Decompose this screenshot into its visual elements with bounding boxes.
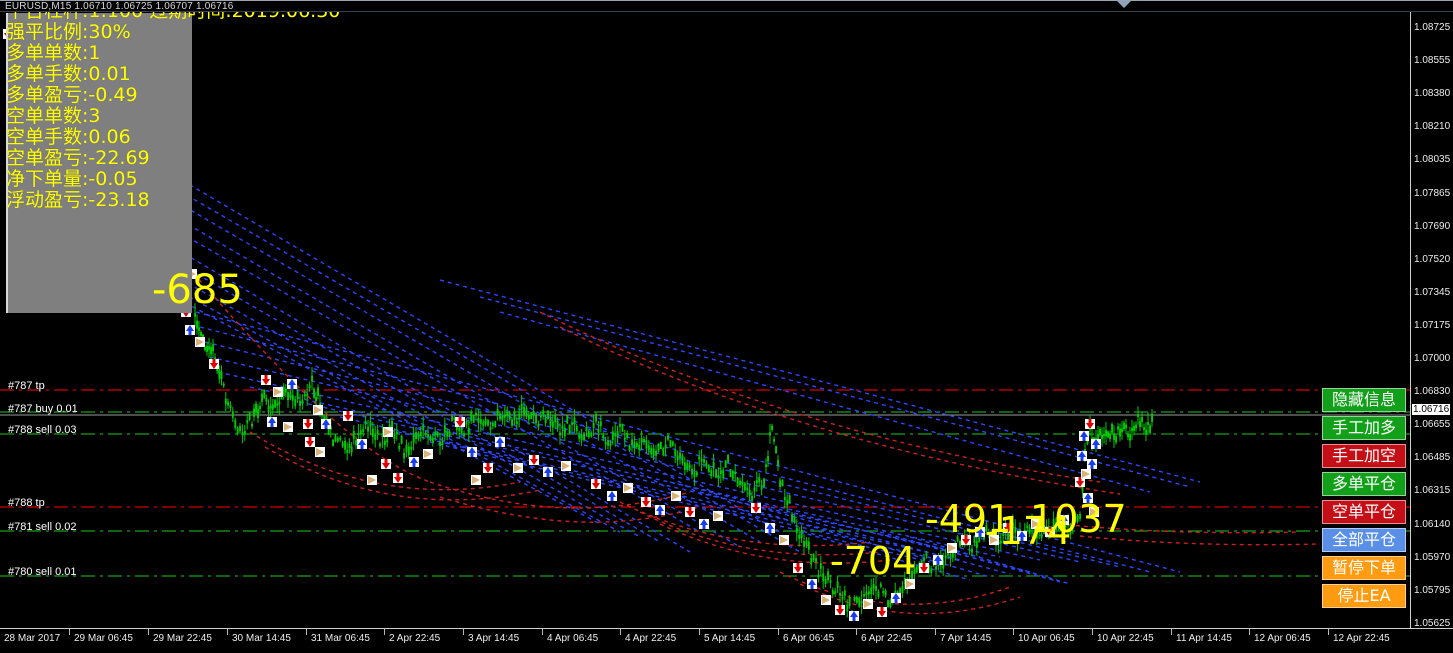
time-tick-separator <box>778 629 779 635</box>
time-tick: 3 Apr 14:45 <box>468 633 520 644</box>
time-tick: 4 Apr 06:45 <box>547 633 599 644</box>
time-tick-separator <box>699 629 700 635</box>
time-tick-separator <box>1092 629 1093 635</box>
hide-info-button[interactable]: 隐藏信息 <box>1322 388 1406 412</box>
price-tick: 1.06655 <box>1414 419 1451 431</box>
time-tick: 12 Apr 22:45 <box>1333 633 1390 644</box>
time-tick: 28 Mar 2017 <box>4 633 61 644</box>
time-tick-separator <box>935 629 936 635</box>
ea-button-panel: 隐藏信息手工加多手工加空多单平仓空单平仓全部平仓暂停下单停止EA <box>1322 388 1408 612</box>
time-tick: 10 Apr 06:45 <box>1018 633 1075 644</box>
symbol-quote-label: EURUSD,M15 1.06710 1.06725 1.06707 1.067… <box>5 1 234 12</box>
ea-info-panel <box>6 13 192 313</box>
pl-annotation: -685 <box>152 267 243 313</box>
time-axis[interactable]: 28 Mar 2017 29 Mar 06:45 29 Mar 22:45 30 Ma… <box>0 628 1453 653</box>
price-tick: 1.05795 <box>1414 584 1451 596</box>
order-level-lines <box>0 389 1410 577</box>
order-level-label[interactable]: #787 buy 0.01 <box>8 403 78 415</box>
time-tick-separator <box>463 629 464 635</box>
order-level-label[interactable]: #788 sell 0.03 <box>8 424 77 436</box>
time-tick-separator <box>1249 629 1250 635</box>
price-tick: 1.07865 <box>1414 187 1451 199</box>
time-tick: 31 Mar 06:45 <box>311 633 370 644</box>
scroll-position-marker-icon[interactable] <box>1117 1 1131 8</box>
close-all-button[interactable]: 全部平仓 <box>1322 528 1406 552</box>
pl-annotation: -491 <box>925 497 1012 541</box>
time-tick-separator <box>542 629 543 635</box>
price-tick: 1.06830 <box>1414 386 1451 398</box>
time-tick-separator <box>1328 629 1329 635</box>
pause-orders-button[interactable]: 暂停下单 <box>1322 556 1406 580</box>
price-tick: 1.08210 <box>1414 121 1451 133</box>
order-level-label[interactable]: #781 sell 0.02 <box>8 521 77 533</box>
price-tick: 1.07520 <box>1414 253 1451 265</box>
manual-sell-button[interactable]: 手工加空 <box>1322 444 1406 468</box>
time-tick-separator <box>148 629 149 635</box>
time-tick: 29 Mar 22:45 <box>153 633 212 644</box>
price-tick: 1.06140 <box>1414 518 1451 530</box>
time-tick: 10 Apr 22:45 <box>1097 633 1154 644</box>
time-tick-separator <box>227 629 228 635</box>
time-tick: 30 Mar 14:45 <box>232 633 291 644</box>
pl-annotation: -704 <box>830 539 917 583</box>
time-tick: 12 Apr 06:45 <box>1254 633 1311 644</box>
price-axis[interactable]: 1.08725 1.08555 1.08380 1.08210 1.08035 1.078… <box>1410 12 1453 628</box>
order-level-label[interactable]: #787 tp <box>8 380 45 392</box>
time-tick: 29 Mar 06:45 <box>74 633 133 644</box>
time-tick-separator <box>1171 629 1172 635</box>
chart-plot-area[interactable] <box>0 12 1410 628</box>
time-tick: 11 Apr 14:45 <box>1176 633 1232 644</box>
price-tick: 1.08035 <box>1414 154 1451 166</box>
pl-annotation: 1037 <box>1030 497 1127 541</box>
time-tick-separator <box>69 629 70 635</box>
order-level-label[interactable]: #780 sell 0.01 <box>8 566 77 578</box>
time-tick: 6 Apr 22:45 <box>861 633 913 644</box>
price-tick: 1.07000 <box>1414 353 1451 364</box>
current-price-tick: 1.06716 <box>1412 404 1451 415</box>
close-longs-button[interactable]: 多单平仓 <box>1322 472 1406 496</box>
manual-buy-button[interactable]: 手工加多 <box>1322 416 1406 440</box>
time-tick: 2 Apr 22:45 <box>389 633 441 644</box>
order-level-label[interactable]: #788 tp <box>8 497 45 509</box>
chart-titlebar: EURUSD,M15 1.06710 1.06725 1.06707 1.067… <box>0 0 1453 12</box>
time-tick-separator <box>306 629 307 635</box>
time-tick: 7 Apr 14:45 <box>940 633 992 644</box>
stop-ea-button[interactable]: 停止EA <box>1322 584 1406 608</box>
pl-annotation: -174 <box>985 509 1072 553</box>
price-tick: 1.06485 <box>1414 452 1451 464</box>
time-tick: 4 Apr 22:45 <box>625 633 677 644</box>
close-shorts-button[interactable]: 空单平仓 <box>1322 500 1406 524</box>
price-tick: 1.08380 <box>1414 88 1451 100</box>
price-tick: 1.07345 <box>1414 286 1451 298</box>
time-tick: 5 Apr 14:45 <box>704 633 756 644</box>
time-tick-separator <box>856 629 857 635</box>
price-tick: 1.08725 <box>1414 22 1451 33</box>
time-tick: 6 Apr 06:45 <box>783 633 835 644</box>
time-tick-separator <box>384 629 385 635</box>
time-tick-separator <box>620 629 621 635</box>
price-tick: 1.06315 <box>1414 485 1451 497</box>
price-tick: 1.07690 <box>1414 220 1451 232</box>
price-tick: 1.07175 <box>1414 319 1451 331</box>
price-tick: 1.08555 <box>1414 55 1451 67</box>
price-tick: 1.05970 <box>1414 551 1451 563</box>
chart-canvas <box>0 12 1410 628</box>
price-tick: 1.05625 <box>1414 617 1451 628</box>
time-tick-separator <box>1013 629 1014 635</box>
